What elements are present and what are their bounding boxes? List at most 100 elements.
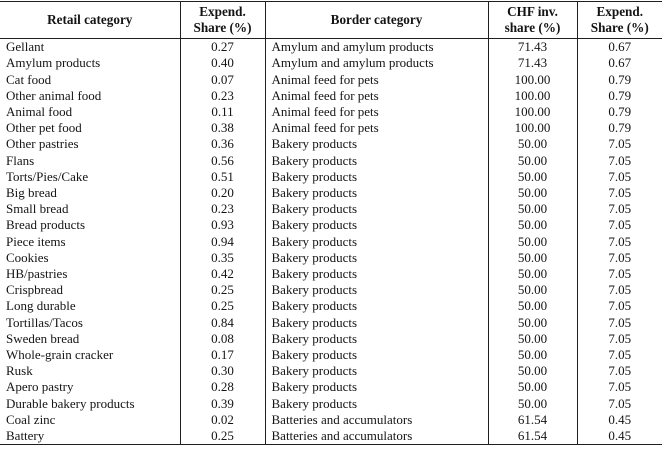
cell-retail-category: Gellant — [0, 39, 180, 56]
cell-retail-category: Cookies — [0, 250, 180, 266]
cell-retail-category: Small bread — [0, 201, 180, 217]
cell-chf-inv-share: 71.43 — [488, 39, 577, 56]
cell-border-category: Bakery products — [265, 217, 488, 233]
cell-retail-category: Other animal food — [0, 88, 180, 104]
cell-retail-category: Torts/Pies/Cake — [0, 169, 180, 185]
cell-expend-share-retail: 0.25 — [180, 282, 265, 298]
cell-expend-share-border: 0.79 — [577, 88, 662, 104]
cell-chf-inv-share: 50.00 — [488, 347, 577, 363]
column-header-label: Expend. — [181, 4, 265, 20]
cell-chf-inv-share: 50.00 — [488, 282, 577, 298]
cell-chf-inv-share: 100.00 — [488, 88, 577, 104]
cell-expend-share-border: 7.05 — [577, 298, 662, 314]
cell-expend-share-border: 0.79 — [577, 120, 662, 136]
cell-border-category: Bakery products — [265, 298, 488, 314]
column-header-retail-category: Retail category — [0, 2, 180, 39]
cell-expend-share-retail: 0.51 — [180, 169, 265, 185]
cell-expend-share-retail: 0.23 — [180, 88, 265, 104]
cell-expend-share-retail: 0.25 — [180, 428, 265, 445]
cell-border-category: Bakery products — [265, 234, 488, 250]
cell-expend-share-retail: 0.38 — [180, 120, 265, 136]
cell-expend-share-retail: 0.27 — [180, 39, 265, 56]
column-header-label: share (%) — [489, 20, 577, 36]
cell-border-category: Bakery products — [265, 169, 488, 185]
cell-retail-category: Whole-grain cracker — [0, 347, 180, 363]
cell-retail-category: Amylum products — [0, 55, 180, 71]
cell-expend-share-retail: 0.42 — [180, 266, 265, 282]
cell-chf-inv-share: 100.00 — [488, 120, 577, 136]
cell-border-category: Animal feed for pets — [265, 104, 488, 120]
retail-border-category-table: Retail category Expend. Share (%) Border… — [0, 1, 662, 445]
cell-expend-share-border: 7.05 — [577, 396, 662, 412]
column-header-label: CHF inv. — [489, 4, 577, 20]
cell-chf-inv-share: 50.00 — [488, 298, 577, 314]
cell-expend-share-retail: 0.56 — [180, 153, 265, 169]
cell-retail-category: Long durable — [0, 298, 180, 314]
column-header-border-category: Border category — [265, 2, 488, 39]
cell-border-category: Bakery products — [265, 266, 488, 282]
cell-expend-share-border: 0.79 — [577, 72, 662, 88]
cell-expend-share-border: 7.05 — [577, 185, 662, 201]
cell-expend-share-retail: 0.28 — [180, 379, 265, 395]
cell-expend-share-retail: 0.36 — [180, 136, 265, 152]
cell-border-category: Bakery products — [265, 153, 488, 169]
cell-expend-share-border: 0.45 — [577, 412, 662, 428]
cell-retail-category: Sweden bread — [0, 331, 180, 347]
cell-expend-share-border: 7.05 — [577, 266, 662, 282]
cell-chf-inv-share: 100.00 — [488, 104, 577, 120]
cell-retail-category: Durable bakery products — [0, 396, 180, 412]
column-header-label: Share (%) — [181, 20, 265, 36]
cell-chf-inv-share: 50.00 — [488, 201, 577, 217]
cell-chf-inv-share: 50.00 — [488, 217, 577, 233]
cell-border-category: Bakery products — [265, 331, 488, 347]
cell-retail-category: HB/pastries — [0, 266, 180, 282]
cell-border-category: Bakery products — [265, 136, 488, 152]
cell-expend-share-border: 7.05 — [577, 331, 662, 347]
column-header-chf-inv-share: CHF inv. share (%) — [488, 2, 577, 39]
cell-retail-category: Crispbread — [0, 282, 180, 298]
cell-expend-share-retail: 0.93 — [180, 217, 265, 233]
cell-expend-share-border: 7.05 — [577, 136, 662, 152]
cell-retail-category: Other pet food — [0, 120, 180, 136]
cell-expend-share-retail: 0.30 — [180, 363, 265, 379]
cell-retail-category: Other pastries — [0, 136, 180, 152]
cell-expend-share-border: 7.05 — [577, 315, 662, 331]
cell-expend-share-border: 7.05 — [577, 363, 662, 379]
cell-retail-category: Piece items — [0, 234, 180, 250]
cell-expend-share-retail: 0.84 — [180, 315, 265, 331]
cell-expend-share-retail: 0.20 — [180, 185, 265, 201]
cell-chf-inv-share: 50.00 — [488, 266, 577, 282]
cell-expend-share-border: 7.05 — [577, 250, 662, 266]
cell-expend-share-retail: 0.39 — [180, 396, 265, 412]
cell-expend-share-border: 7.05 — [577, 201, 662, 217]
column-header-label: Expend. — [578, 4, 662, 20]
cell-chf-inv-share: 50.00 — [488, 136, 577, 152]
cell-retail-category: Bread products — [0, 217, 180, 233]
cell-expend-share-retail: 0.25 — [180, 298, 265, 314]
column-header-label: Share (%) — [578, 20, 662, 36]
cell-expend-share-retail: 0.08 — [180, 331, 265, 347]
cell-border-category: Batteries and accumulators — [265, 412, 488, 428]
cell-retail-category: Coal zinc — [0, 412, 180, 428]
cell-retail-category: Rusk — [0, 363, 180, 379]
cell-border-category: Amylum and amylum products — [265, 39, 488, 56]
cell-expend-share-border: 7.05 — [577, 169, 662, 185]
cell-border-category: Bakery products — [265, 396, 488, 412]
cell-border-category: Animal feed for pets — [265, 88, 488, 104]
cell-chf-inv-share: 100.00 — [488, 72, 577, 88]
